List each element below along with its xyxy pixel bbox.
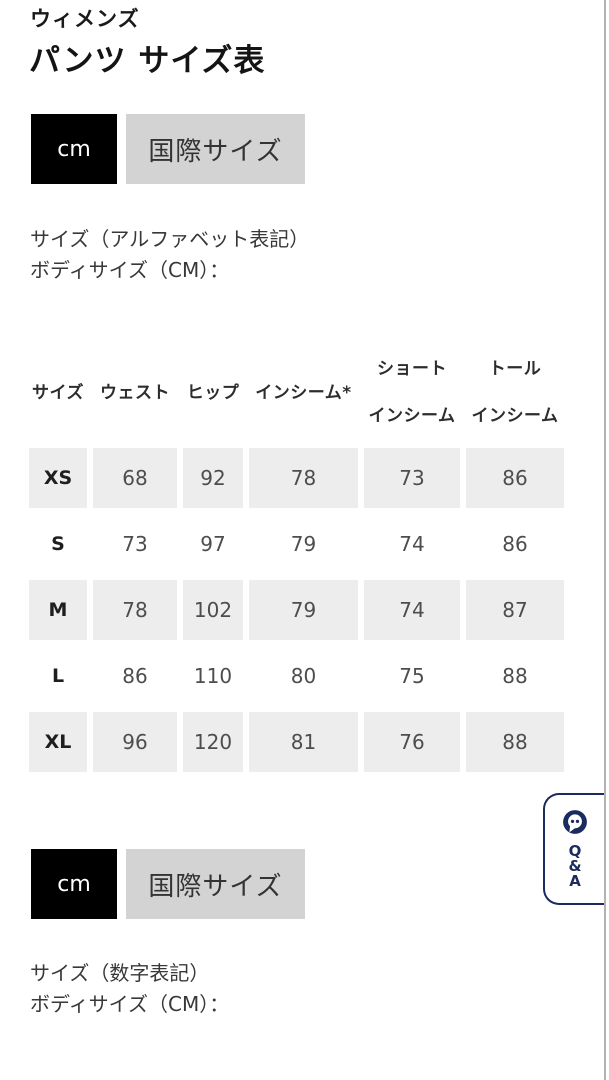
qa-button-label: Q & A bbox=[568, 842, 582, 890]
column-header-size: サイズ bbox=[29, 338, 87, 442]
category-eyebrow: ウィメンズ bbox=[30, 7, 140, 31]
unit-toggle-bottom: cm 国際サイズ bbox=[31, 849, 609, 919]
size-cell: XL bbox=[29, 712, 87, 772]
right-edge-divider bbox=[604, 0, 606, 1080]
value-cell: 80 bbox=[290, 664, 317, 688]
value-cell: 96 bbox=[93, 712, 177, 772]
alpha-subtitle-line2: ボディサイズ（CM）： bbox=[30, 258, 230, 282]
value-cell: 79 bbox=[290, 532, 317, 556]
table-row-s: S 73 97 79 74 86 bbox=[29, 514, 564, 574]
size-table-header-row: サイズ ウェスト ヒップ インシーム* ショート インシーム トール インシーム bbox=[29, 338, 564, 442]
value-cell: 74 bbox=[364, 580, 460, 640]
table-row-xs: XS 68 92 78 73 86 bbox=[29, 448, 564, 508]
size-cell: S bbox=[51, 533, 65, 555]
value-cell: 88 bbox=[466, 712, 564, 772]
numeric-subtitle-line1: サイズ（数字表記） bbox=[30, 961, 210, 985]
unit-toggle-international-button[interactable]: 国際サイズ bbox=[126, 114, 305, 184]
table-row-xl: XL 96 120 81 76 88 bbox=[29, 712, 564, 772]
value-cell: 74 bbox=[399, 532, 425, 556]
alpha-section-subtitle: サイズ（アルファベット表記） ボディサイズ（CM）： bbox=[30, 224, 609, 286]
column-header-waist: ウェスト bbox=[93, 338, 177, 442]
value-cell: 73 bbox=[364, 448, 460, 508]
value-cell: 81 bbox=[249, 712, 358, 772]
table-row-l: L 86 110 80 75 88 bbox=[29, 646, 564, 706]
value-cell: 76 bbox=[364, 712, 460, 772]
column-header-hip: ヒップ bbox=[183, 338, 243, 442]
unit-toggle-top: cm 国際サイズ bbox=[31, 114, 609, 184]
size-cell: L bbox=[51, 665, 65, 687]
value-cell: 86 bbox=[502, 532, 528, 556]
value-cell: 88 bbox=[502, 664, 528, 688]
table-row-m: M 78 102 79 74 87 bbox=[29, 580, 564, 640]
unit-toggle-international-button-bottom[interactable]: 国際サイズ bbox=[126, 849, 305, 919]
qa-floating-button[interactable]: Q & A bbox=[543, 793, 605, 905]
page-title: パンツ サイズ表 bbox=[29, 43, 266, 79]
column-header-tall-inseam: トール インシーム bbox=[466, 338, 564, 442]
unit-toggle-cm-button-bottom[interactable]: cm bbox=[31, 849, 117, 919]
value-cell: 78 bbox=[249, 448, 358, 508]
value-cell: 68 bbox=[93, 448, 177, 508]
column-header-inseam: インシーム* bbox=[249, 338, 358, 442]
size-cell: XS bbox=[29, 448, 87, 508]
value-cell: 97 bbox=[200, 532, 226, 556]
value-cell: 78 bbox=[93, 580, 177, 640]
chat-bubble-icon bbox=[562, 809, 588, 839]
alpha-subtitle-line1: サイズ（アルファベット表記） bbox=[30, 227, 310, 251]
unit-toggle-cm-button[interactable]: cm bbox=[31, 114, 117, 184]
value-cell: 110 bbox=[193, 664, 233, 688]
value-cell: 102 bbox=[183, 580, 243, 640]
value-cell: 75 bbox=[399, 664, 425, 688]
value-cell: 87 bbox=[466, 580, 564, 640]
value-cell: 73 bbox=[122, 532, 148, 556]
value-cell: 86 bbox=[466, 448, 564, 508]
value-cell: 120 bbox=[183, 712, 243, 772]
numeric-section-subtitle: サイズ（数字表記） ボディサイズ（CM）： bbox=[30, 958, 609, 1020]
value-cell: 92 bbox=[183, 448, 243, 508]
column-header-short-inseam: ショート インシーム bbox=[364, 338, 460, 442]
size-cell: M bbox=[29, 580, 87, 640]
value-cell: 79 bbox=[249, 580, 358, 640]
size-table: サイズ ウェスト ヒップ インシーム* ショート インシーム トール インシーム bbox=[23, 332, 570, 778]
numeric-subtitle-line2: ボディサイズ（CM）： bbox=[30, 992, 230, 1016]
value-cell: 86 bbox=[122, 664, 148, 688]
